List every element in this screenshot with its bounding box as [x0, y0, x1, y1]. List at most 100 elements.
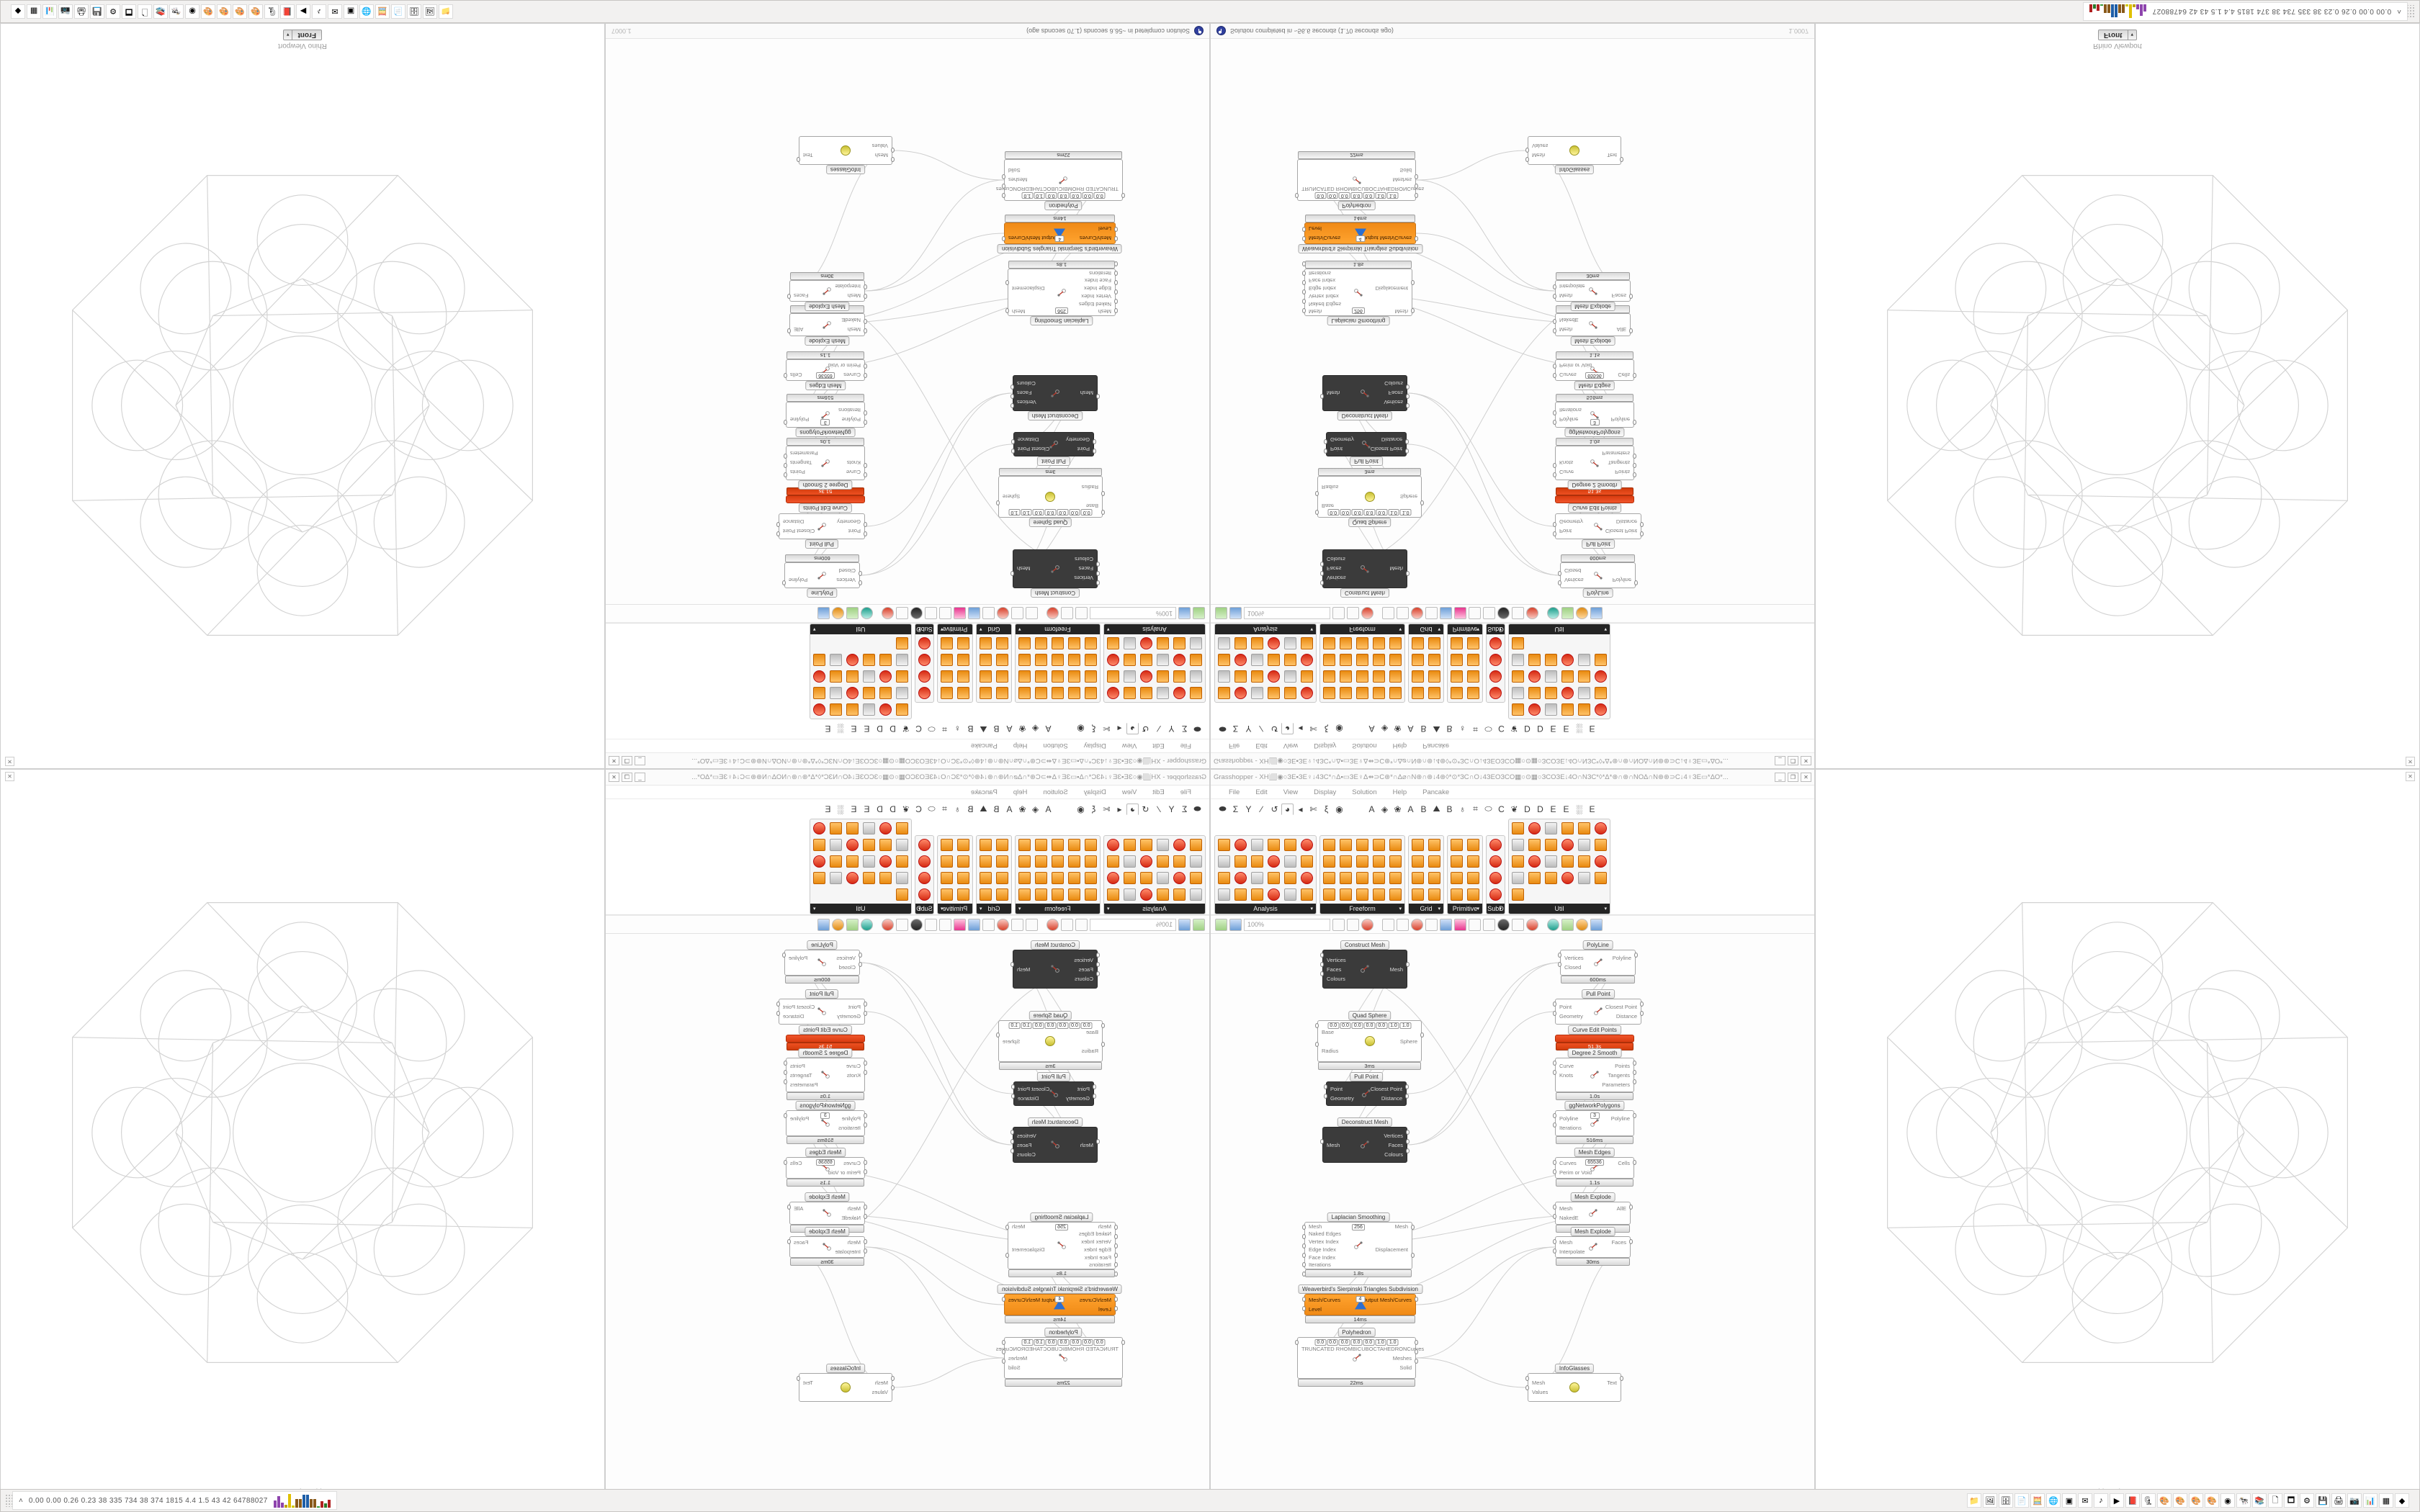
- gh-node-input-port[interactable]: [1093, 1094, 1096, 1099]
- maximize-button[interactable]: ❐: [622, 773, 632, 782]
- component-icon[interactable]: [1016, 652, 1033, 668]
- component-icon[interactable]: [1188, 886, 1204, 903]
- chevron-down-icon[interactable]: ▾: [1476, 906, 1479, 912]
- component-icon[interactable]: [1138, 853, 1155, 870]
- gh-node-body[interactable]: Mesh Mesh Naked Edges Vertex Index Edge Inde…: [1005, 261, 1118, 316]
- gh-node-output-port[interactable]: [1011, 449, 1015, 454]
- component-icon[interactable]: [1083, 635, 1099, 652]
- component-group-icons[interactable]: [1016, 836, 1100, 904]
- component-icon[interactable]: [1543, 701, 1559, 718]
- shape-icon[interactable]: ◆: [2395, 1493, 2409, 1508]
- gh-node-body[interactable]: Curve Points Knots Tangents Parameters 1.0s: [784, 1058, 867, 1100]
- preview-eye-icon[interactable]: [1347, 607, 1359, 620]
- ribbon-glyph-3[interactable]: ∕: [1260, 804, 1263, 814]
- ribbon-tab-glyph-12[interactable]: D: [889, 724, 896, 734]
- gh-node-number-field[interactable]: 0.0: [1057, 1022, 1069, 1029]
- menu-item-edit[interactable]: Edit: [1152, 742, 1165, 750]
- component-icon[interactable]: [1299, 635, 1315, 652]
- gh-node-input-port[interactable]: [1553, 1002, 1556, 1007]
- ribbon-tab-glyph-15[interactable]: E: [851, 804, 857, 814]
- ribbon-tab-glyph-0[interactable]: A: [1368, 724, 1375, 734]
- component-icon[interactable]: [1543, 870, 1559, 886]
- gh-node-number-field[interactable]: 0.0: [1340, 509, 1351, 516]
- browser-icon[interactable]: 🌐: [2046, 1493, 2061, 1508]
- gh-node[interactable]: ggNetworkPolygons Polyline Polyline Iterati…: [1553, 394, 1636, 437]
- component-group-icons[interactable]: [938, 836, 972, 904]
- component-group-icons[interactable]: [1409, 634, 1443, 702]
- component-icon[interactable]: [1066, 685, 1083, 701]
- terminal-icon[interactable]: ▣: [344, 4, 358, 19]
- maximize-button[interactable]: ❐: [622, 756, 632, 765]
- camera-icon[interactable]: 📷: [2347, 1493, 2362, 1508]
- gh-node-input-port[interactable]: [864, 410, 867, 415]
- gh-node-input-port[interactable]: [1302, 227, 1306, 232]
- ribbon-tab-glyph-11[interactable]: ❦: [902, 724, 910, 734]
- grasshopper-canvas[interactable]: Construct Mesh Vertices Faces Mesh Colours Qu…: [1211, 39, 1814, 604]
- component-icon[interactable]: [1265, 886, 1282, 903]
- gh-node-body[interactable]: Base Sphere Radius 0.0 0.0 0.0 0.0 0.0 1.0 1.0 3ms: [996, 1020, 1105, 1070]
- component-icon[interactable]: [828, 668, 844, 685]
- gh-node-body[interactable]: 51.3s: [786, 1035, 865, 1050]
- mat-blue-icon[interactable]: [1590, 607, 1603, 620]
- gh-node-number-field[interactable]: 0.0: [1363, 1339, 1375, 1346]
- gh-node-output-port[interactable]: [1010, 403, 1014, 408]
- component-icon[interactable]: [861, 870, 877, 886]
- gh-node-input-port[interactable]: [1114, 1234, 1118, 1239]
- component-icon[interactable]: [1559, 837, 1576, 853]
- gh-node-input-port[interactable]: [1096, 971, 1100, 976]
- ribbon-glyph-1[interactable]: Σ: [1181, 804, 1188, 814]
- component-icon[interactable]: [1216, 635, 1232, 652]
- gh-node-input-port[interactable]: [1114, 1306, 1118, 1311]
- component-icon[interactable]: [1121, 685, 1138, 701]
- fit-view-icon[interactable]: [1075, 918, 1088, 931]
- gh-node-input-port[interactable]: [1553, 463, 1556, 468]
- component-icon[interactable]: [977, 652, 994, 668]
- component-icon[interactable]: [994, 668, 1010, 685]
- component-icon[interactable]: [1282, 853, 1299, 870]
- ribbon-tab-glyph-2[interactable]: ❀: [1018, 724, 1026, 734]
- ribbon-tab-glyph-8[interactable]: ⌗: [1473, 804, 1478, 814]
- component-icon[interactable]: [1155, 635, 1171, 652]
- gh-node[interactable]: Deconstruct Mesh Vertices Mesh Faces Colours: [1320, 375, 1410, 420]
- gh-node-input-port[interactable]: [1324, 449, 1327, 454]
- component-icon[interactable]: [1138, 635, 1155, 652]
- gh-node-input-port[interactable]: [864, 1002, 867, 1007]
- component-icon[interactable]: [1188, 668, 1204, 685]
- gh-node-input-port[interactable]: [1324, 439, 1327, 444]
- chart-icon[interactable]: 📊: [42, 4, 57, 19]
- component-icon[interactable]: [1121, 668, 1138, 685]
- gh-node-input-port[interactable]: [1101, 1042, 1105, 1047]
- gh-node-body[interactable]: Mesh Text Values: [1525, 136, 1623, 165]
- gh-node-input-port[interactable]: [1114, 227, 1118, 232]
- grasshopper-canvas-toolbar[interactable]: 100%: [1211, 915, 1814, 934]
- mat-teal-icon[interactable]: [1547, 607, 1559, 620]
- fit-view-icon[interactable]: [1332, 918, 1345, 931]
- rhino-viewport[interactable]: [1816, 55, 2419, 755]
- sketch-icon[interactable]: [968, 918, 980, 931]
- ribbon-tab-glyph-15[interactable]: E: [851, 724, 857, 734]
- help-icon[interactable]: [954, 607, 966, 620]
- gh-node-input-port[interactable]: [1553, 319, 1556, 324]
- gh-node-output-port[interactable]: [1406, 403, 1410, 408]
- component-icon[interactable]: [811, 837, 828, 853]
- gh-node-input-port[interactable]: [1315, 491, 1319, 496]
- component-icon[interactable]: [1387, 837, 1404, 853]
- gh-node-number-field[interactable]: 0.0: [1314, 1339, 1327, 1346]
- paint-icon[interactable]: [1361, 607, 1373, 620]
- cluster-icon[interactable]: [1011, 918, 1023, 931]
- palette-icon[interactable]: 🎨: [217, 4, 231, 19]
- gh-node-input-port[interactable]: [1320, 953, 1324, 958]
- gh-node-body[interactable]: 51.3s: [1555, 1035, 1634, 1050]
- gh-node-body[interactable]: Point Closest Point Geometry Distance: [1324, 1081, 1409, 1106]
- gh-node-body[interactable]: Polyline Polyline Iterations 3 516ms: [1553, 1110, 1636, 1144]
- component-icon[interactable]: [1543, 837, 1559, 853]
- gh-node-output-port[interactable]: [776, 1011, 780, 1016]
- gh-node-output-port[interactable]: [1406, 1139, 1410, 1144]
- component-icon[interactable]: [1592, 820, 1609, 837]
- gh-node-output-port[interactable]: [1415, 236, 1418, 241]
- component-icon[interactable]: [1066, 668, 1083, 685]
- grasshopper-menu-bar[interactable]: File Edit View Display Solution Help Pancake: [606, 786, 1209, 799]
- gh-node-body[interactable]: Vertices Mesh Faces Colours: [1010, 375, 1100, 411]
- browser-icon[interactable]: 🌐: [359, 4, 374, 19]
- mat-teal-icon[interactable]: [861, 918, 873, 931]
